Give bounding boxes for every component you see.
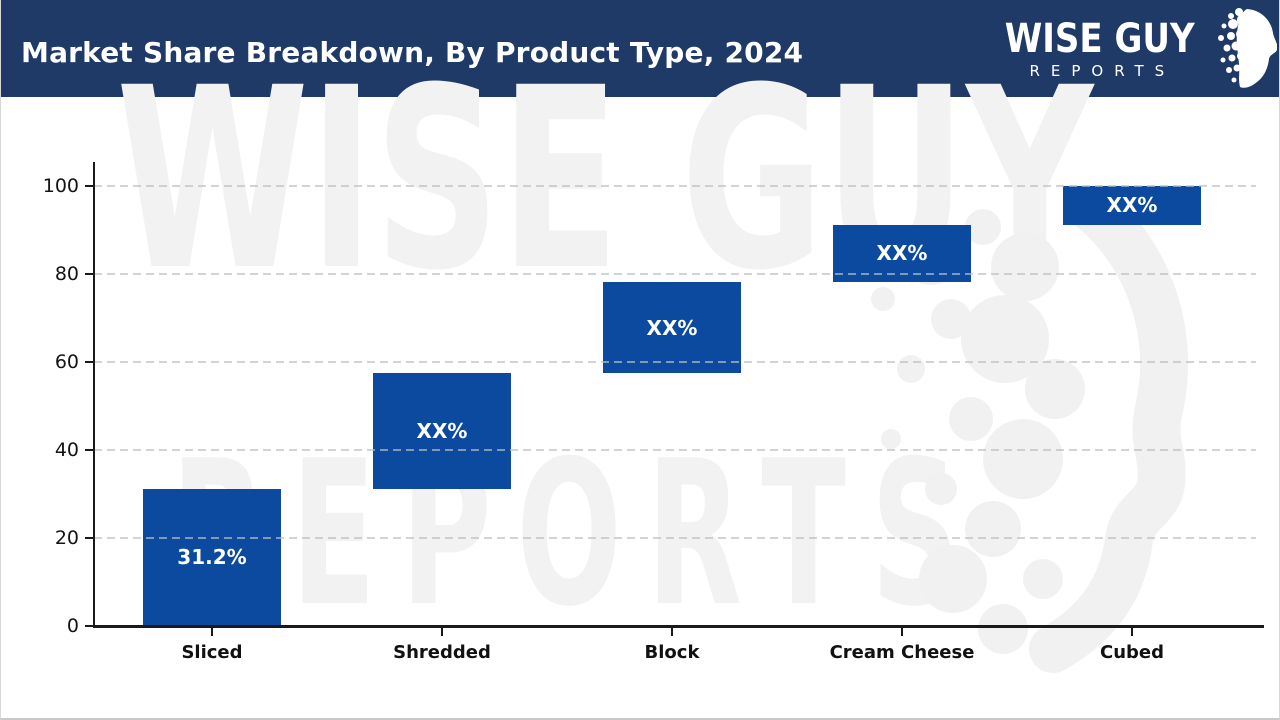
y-tick-mark [85,273,93,275]
y-tick-mark [85,449,93,451]
x-tick-mark [211,628,213,636]
bar-segment: XX% [373,373,511,489]
watermark-reports: REPORTS [171,418,985,651]
brand-reports-text: REPORTS [1029,62,1176,80]
y-tick-label: 80 [54,263,79,285]
gridline [94,185,1256,187]
bar-segment: XX% [603,281,741,374]
x-tick-mark [671,628,673,636]
x-axis-line [93,625,1264,628]
header-bar: Market Share Breakdown, By Product Type,… [1,0,1279,97]
x-tick-mark [1131,628,1133,636]
y-tick-mark [85,625,93,627]
gridline [94,449,1256,451]
x-tick-mark [441,628,443,636]
x-tick-mark [901,628,903,636]
y-axis-line [93,162,95,628]
y-tick-mark [85,185,93,187]
x-category-label: Sliced [181,642,243,663]
y-tick-label: 40 [54,439,79,461]
gridline [94,537,1256,539]
bar-value-label: XX% [1106,193,1158,218]
bars-layer: 31.2% XX% XX% XX% XX% [1,97,1279,718]
bar-value-label: XX% [876,241,928,266]
x-category-label: Block [644,642,700,663]
bar-segment: XX% [1063,186,1201,225]
gridline [94,273,1256,275]
brand-logo: WISE GUY REPORTS [988,4,1277,94]
y-tick-label: 100 [42,175,79,197]
bar-value-label: XX% [416,419,468,444]
brand-face-icon [1218,8,1277,88]
x-category-label: Shredded [393,642,491,663]
y-tick-mark [85,537,93,539]
bar-segment: 31.2% [143,488,281,626]
y-tick-mark [85,361,93,363]
x-category-label: Cubed [1099,642,1164,663]
y-tick-label: 60 [54,351,79,373]
gridline [94,361,1256,363]
brand-wordmark: WISE GUY REPORTS [988,18,1211,80]
gridlines-layer [1,97,1279,718]
chart-title: Market Share Breakdown, By Product Type,… [21,36,804,69]
chart-area: WISE GUY REPORTS 31.2% XX% XX% XX% XX% 0 20 40… [1,55,1279,718]
brand-name-text: WISE GUY [1004,16,1195,62]
axes-layer: 0 20 40 60 80 100 Sliced Shredded Block Cream Che… [1,97,1279,718]
x-category-label: Cream Cheese [829,642,975,663]
y-tick-label: 20 [54,527,79,549]
bar-value-label: XX% [646,315,698,340]
bar-segment: XX% [833,224,971,282]
y-tick-label: 0 [66,615,79,637]
bar-value-label: 31.2% [177,545,247,570]
